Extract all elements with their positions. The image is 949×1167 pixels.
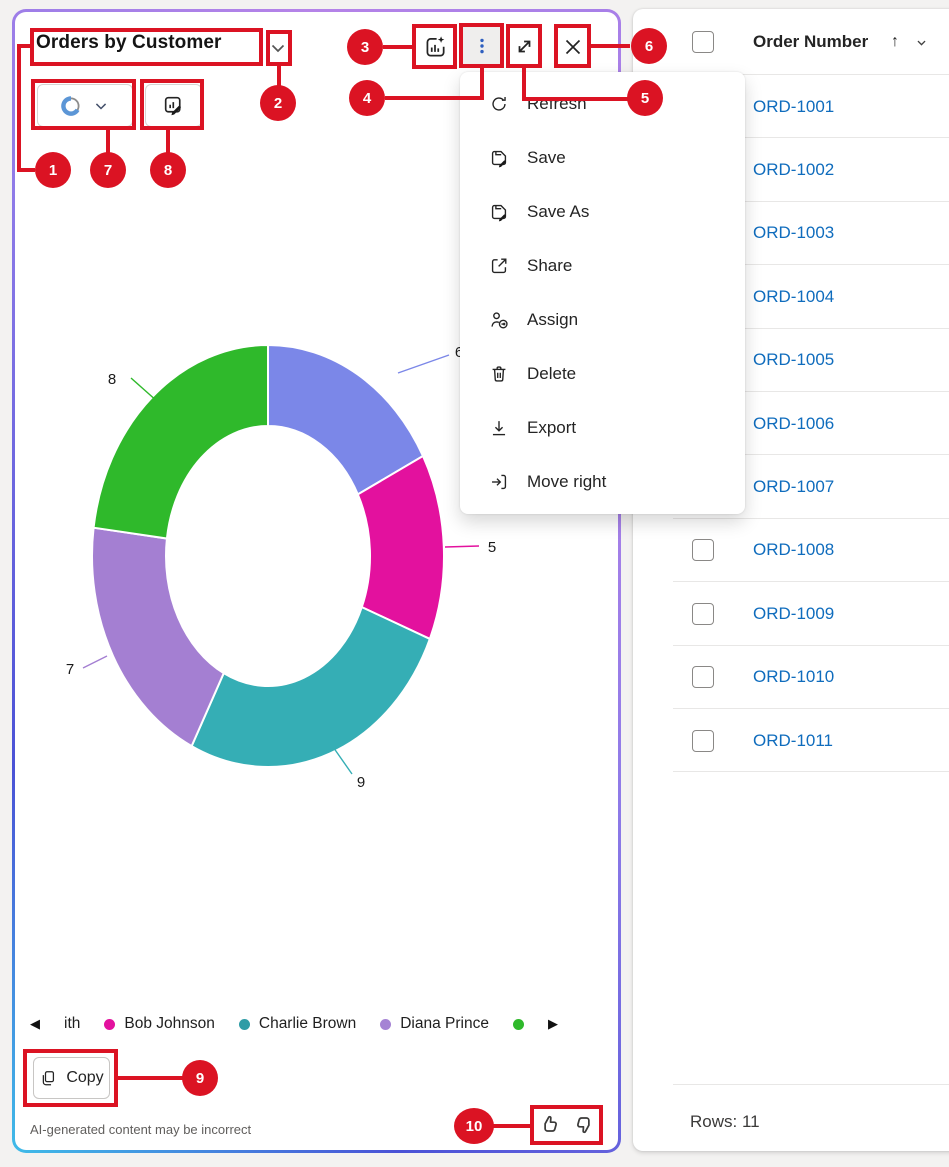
row-separator xyxy=(673,264,949,266)
chart-type-selector-button[interactable] xyxy=(37,84,133,127)
menu-item-label: Delete xyxy=(527,364,577,383)
row-separator xyxy=(673,771,949,773)
menu-item-assign[interactable]: Assign xyxy=(460,293,745,347)
thumbs-down-icon[interactable] xyxy=(571,1111,597,1137)
order-link[interactable]: ORD-1008 xyxy=(753,540,835,560)
menu-item-save[interactable]: Save xyxy=(460,131,745,185)
row-separator xyxy=(673,581,949,583)
donut-slice[interactable] xyxy=(190,605,432,768)
order-link[interactable]: ORD-1007 xyxy=(753,477,835,497)
menu-item-label: Refresh xyxy=(527,94,587,113)
export-icon xyxy=(488,417,510,439)
menu-item-label: Save xyxy=(527,148,566,167)
ai-chart-sparkle-icon[interactable] xyxy=(413,25,456,68)
ai-disclaimer-text: AI-generated content may be incorrect xyxy=(30,1122,252,1137)
row-separator xyxy=(673,644,949,646)
legend-item[interactable] xyxy=(512,1018,524,1030)
menu-item-share[interactable]: Share xyxy=(460,239,745,293)
menu-item-label: Assign xyxy=(527,310,579,329)
order-link[interactable]: ORD-1011 xyxy=(753,730,833,750)
donut-chart-icon xyxy=(59,94,83,118)
row-separator xyxy=(673,454,949,456)
menu-item-save-as[interactable]: Save As xyxy=(460,185,745,239)
row-checkbox[interactable] xyxy=(692,729,714,752)
chevron-down-icon xyxy=(91,96,111,116)
chart-title: Orders by Customer xyxy=(36,32,222,53)
table-row: ORD-1010 xyxy=(633,646,949,709)
row-separator xyxy=(673,200,949,202)
row-checkbox[interactable] xyxy=(692,539,714,562)
legend-dot-icon xyxy=(104,1018,116,1030)
rows-count-label: Rows: 11 xyxy=(690,1112,760,1131)
order-link[interactable]: ORD-1002 xyxy=(753,160,835,180)
menu-item-export[interactable]: Export xyxy=(460,401,745,455)
row-separator xyxy=(673,390,949,392)
legend-dot-icon xyxy=(238,1018,250,1030)
row-checkbox[interactable] xyxy=(692,666,714,689)
order-link[interactable]: ORD-1003 xyxy=(753,223,835,243)
table-row: ORD-1008 xyxy=(633,519,949,583)
row-separator xyxy=(673,707,949,709)
save-as-icon xyxy=(488,201,510,223)
copy-button-label: Copy xyxy=(66,1069,104,1086)
legend-dot-icon xyxy=(380,1018,392,1030)
chart-legend: ◀ ith Bob Johnson Charlie Brown Diana Prince… xyxy=(30,1012,558,1036)
legend-item-truncated[interactable]: ith xyxy=(64,1015,81,1032)
order-link[interactable]: ORD-1010 xyxy=(753,667,835,687)
copy-icon xyxy=(39,1069,58,1088)
copy-button[interactable]: Copy xyxy=(33,1057,110,1099)
share-icon xyxy=(488,255,510,277)
legend-item[interactable]: Bob Johnson xyxy=(104,1015,215,1033)
header-separator xyxy=(673,74,949,75)
legend-prev-arrow[interactable]: ◀ xyxy=(30,1016,40,1031)
chart-edit-icon xyxy=(161,93,186,118)
menu-item-label: Save As xyxy=(527,202,590,221)
chart-edit-button[interactable] xyxy=(145,84,202,127)
save-icon xyxy=(488,147,510,169)
legend-label: Charlie Brown xyxy=(258,1015,357,1032)
order-link[interactable]: ORD-1009 xyxy=(753,603,835,623)
assign-icon xyxy=(488,309,510,331)
order-link[interactable]: ORD-1006 xyxy=(753,413,835,433)
menu-item-label: Export xyxy=(527,418,577,437)
thumbs-up-icon[interactable] xyxy=(537,1112,563,1138)
menu-item-delete[interactable]: Delete xyxy=(460,347,745,401)
legend-item[interactable]: Diana Prince xyxy=(380,1015,489,1033)
row-checkbox[interactable] xyxy=(692,602,714,625)
table-row: ORD-1009 xyxy=(633,582,949,646)
menu-item-label: Move right xyxy=(527,472,607,491)
table-row: ORD-1011 xyxy=(633,709,949,773)
footer-separator xyxy=(673,1084,949,1085)
menu-item-label: Share xyxy=(527,256,573,275)
order-link[interactable]: ORD-1005 xyxy=(753,350,835,370)
column-menu-chevron-icon[interactable] xyxy=(913,34,930,51)
order-link[interactable]: ORD-1001 xyxy=(753,96,835,116)
select-all-checkbox[interactable] xyxy=(692,31,714,53)
refresh-icon xyxy=(488,93,510,115)
more-options-kebab-icon[interactable] xyxy=(461,25,502,67)
legend-dot-icon xyxy=(512,1018,524,1030)
expand-diagonal-icon[interactable] xyxy=(506,25,542,68)
column-header-order-number[interactable]: Order Number xyxy=(753,32,869,51)
legend-label: Diana Prince xyxy=(400,1015,489,1032)
legend-label: Bob Johnson xyxy=(124,1015,215,1032)
menu-item-move-right[interactable]: Move right xyxy=(460,455,745,509)
row-separator xyxy=(673,327,949,329)
legend-item[interactable]: Charlie Brown xyxy=(238,1015,357,1033)
row-separator xyxy=(673,517,949,519)
order-link[interactable]: ORD-1004 xyxy=(753,286,835,306)
donut-slice[interactable] xyxy=(92,343,269,540)
sort-ascending-icon[interactable]: ↑ xyxy=(891,33,899,50)
menu-item-refresh[interactable]: Refresh xyxy=(460,77,745,131)
close-x-icon[interactable] xyxy=(554,25,591,68)
move-right-icon xyxy=(488,471,510,493)
delete-icon xyxy=(488,363,510,385)
more-options-menu: Refresh Save Save As Share Assign Delete Expor… xyxy=(460,72,745,514)
legend-next-arrow[interactable]: ▶ xyxy=(547,1016,558,1031)
row-separator xyxy=(673,137,949,139)
chart-title-chevron-icon[interactable] xyxy=(266,36,290,60)
